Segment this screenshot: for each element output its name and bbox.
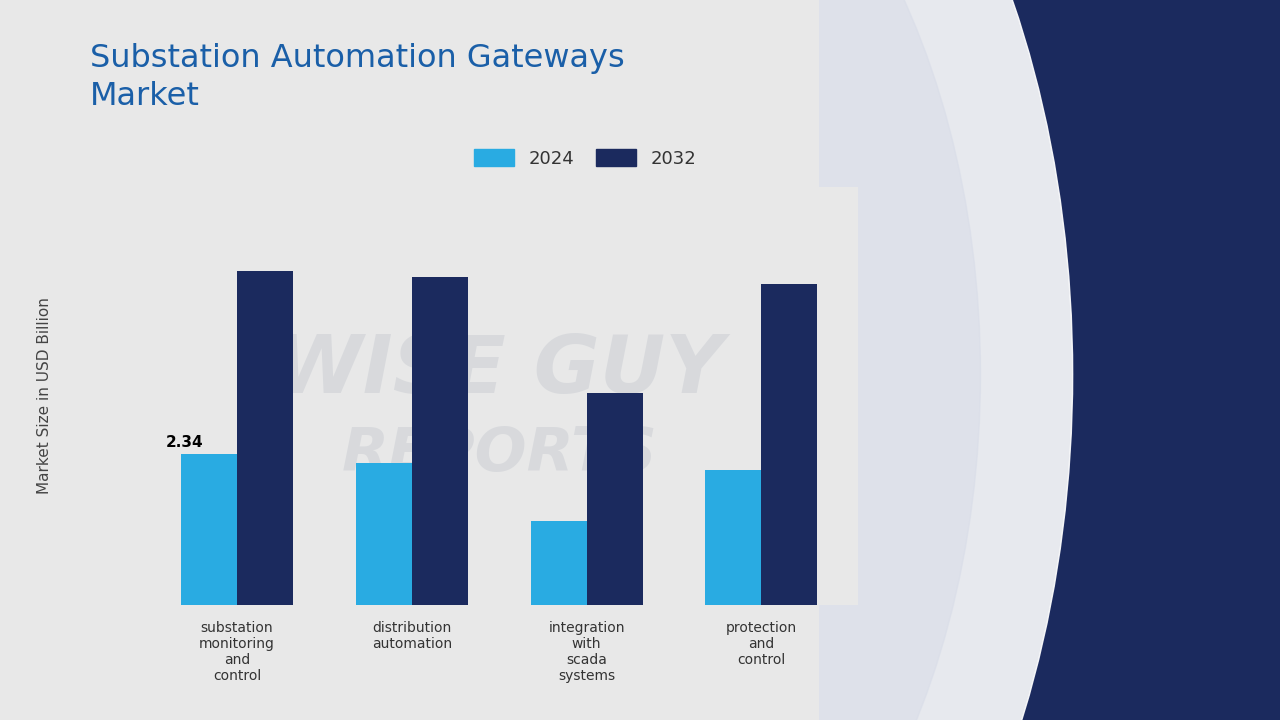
Text: Market Size in USD Billion: Market Size in USD Billion — [37, 297, 52, 495]
Text: WISE GUY: WISE GUY — [274, 332, 724, 410]
Text: Substation Automation Gateways
Market: Substation Automation Gateways Market — [90, 43, 625, 112]
Bar — [762, 284, 818, 605]
Circle shape — [151, 0, 980, 720]
Legend: 2024, 2032: 2024, 2032 — [467, 142, 703, 175]
Bar — [356, 464, 412, 605]
Bar — [531, 521, 586, 605]
Circle shape — [59, 0, 1073, 720]
Text: 2.34: 2.34 — [165, 435, 204, 450]
Bar — [180, 454, 237, 605]
Bar — [412, 277, 467, 605]
Bar — [705, 470, 762, 605]
Text: REPORTS: REPORTS — [342, 425, 657, 484]
Bar — [586, 393, 643, 605]
Bar — [237, 271, 293, 605]
